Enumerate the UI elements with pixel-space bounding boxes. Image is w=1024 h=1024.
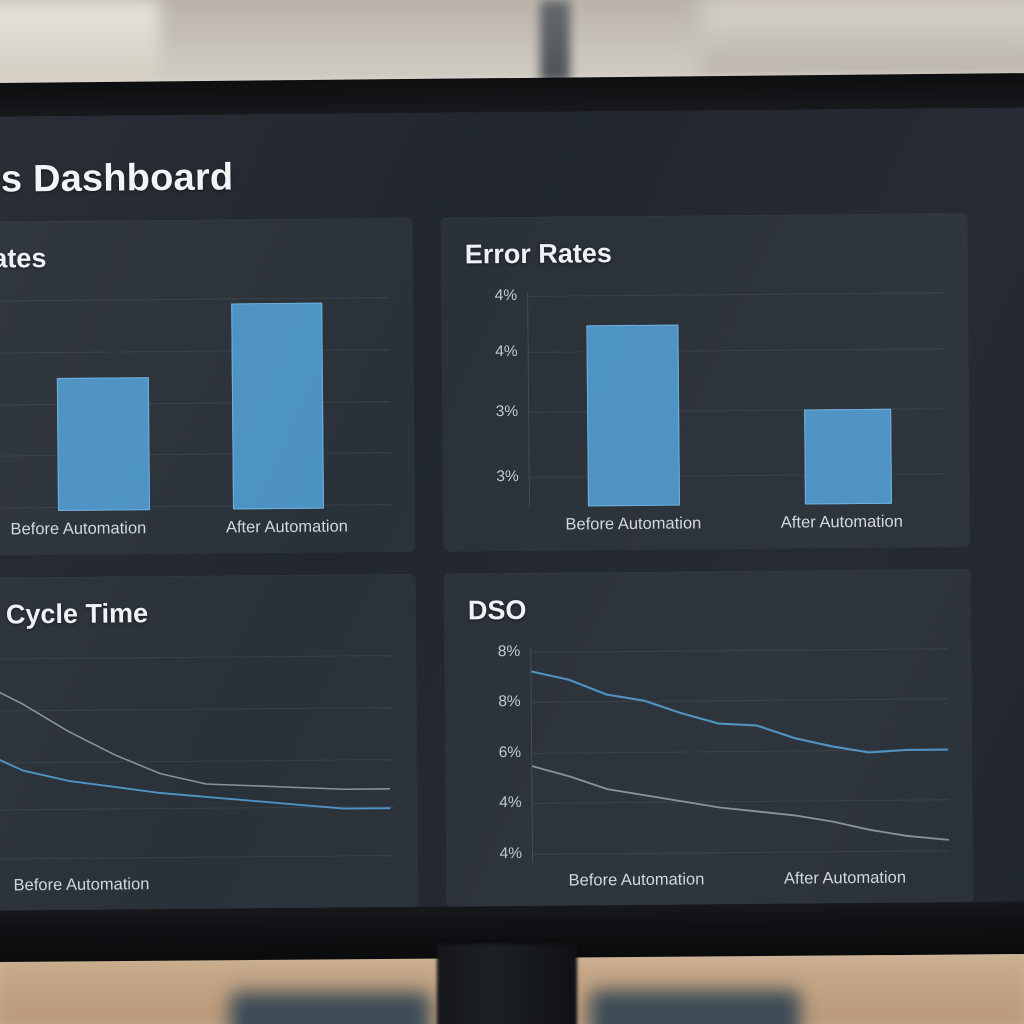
card-error-rates[interactable]: Error Rates 4% 4% 3% 3% — [440, 213, 971, 552]
plot-invoice-cycle-time: 00 00 00 00 0 — [0, 649, 395, 868]
bar-after-automation[interactable] — [803, 409, 892, 505]
y-tick: 4% — [495, 343, 518, 361]
background-chair-left — [230, 992, 430, 1024]
gridline — [528, 292, 945, 298]
dashboard-grid: Pick Rates 30 30 00 00 0 — [0, 213, 974, 911]
gridline — [0, 348, 390, 354]
bar-after-automation[interactable] — [231, 302, 325, 510]
plot-area-error-rates — [527, 288, 946, 507]
monitor-screen: nalytics Dashboard Pick Rates 30 30 00 0… — [0, 107, 1024, 911]
x-axis-dso: Before Automation After Automation — [532, 859, 949, 891]
y-tick: 3% — [496, 467, 519, 486]
monitor-stand-neck — [437, 944, 577, 1024]
plot-dso: 8% 8% 6% 4% 4% — [468, 643, 950, 864]
bar-before-automation[interactable] — [57, 376, 150, 511]
plot-area-pick-rates — [0, 293, 391, 512]
card-pick-rates[interactable]: Pick Rates 30 30 00 00 0 — [0, 217, 416, 557]
gridline — [0, 297, 390, 303]
line-series-dso — [531, 644, 949, 863]
y-tick: 4% — [499, 793, 522, 811]
background-window-left — [0, 0, 160, 95]
x-label-before: Before Automation — [13, 875, 150, 895]
plot-error-rates: 4% 4% 3% 3% — [465, 287, 946, 508]
card-dso[interactable]: DSO 8% 8% 6% 4% 4% — [443, 569, 974, 908]
y-axis-error-rates: 4% 4% 3% 3% — [465, 287, 529, 508]
x-label-after: After Automation — [225, 517, 348, 537]
x-label-before: Before Automation — [565, 514, 702, 534]
line-before-automation — [531, 668, 948, 755]
plot-area-dso — [530, 644, 950, 863]
line-after-automation — [0, 748, 389, 812]
y-tick: 8% — [498, 692, 521, 710]
x-axis-pick-rates: Before Automation After Automation — [0, 508, 391, 540]
background-chair-right — [590, 990, 800, 1024]
card-invoice-cycle-time[interactable]: nvoice Cycle Time 00 00 00 00 0 — [0, 573, 419, 911]
x-axis-invoice-cycle-time: Before Automation — [0, 864, 394, 896]
x-label-after: After Automation — [780, 512, 903, 532]
card-title-invoice-cycle-time: nvoice Cycle Time — [0, 598, 149, 630]
y-tick: 6% — [498, 744, 522, 762]
bar-before-automation[interactable] — [586, 324, 680, 507]
y-tick: 4% — [494, 287, 518, 305]
line-after-automation — [532, 762, 949, 843]
plot-pick-rates: 30 30 00 00 0 — [0, 293, 391, 512]
line-series-invoice-cycle-time — [0, 649, 394, 868]
x-label-before: Before Automation — [568, 870, 705, 890]
plot-area-invoice-cycle-time — [0, 649, 395, 868]
y-tick: 4% — [499, 845, 523, 863]
y-tick: 8% — [497, 643, 521, 661]
y-tick: 3% — [495, 403, 519, 421]
x-label-spacer — [186, 873, 395, 894]
card-title-pick-rates: Pick Rates — [0, 243, 47, 274]
card-title-error-rates: Error Rates — [464, 238, 612, 270]
card-title-dso: DSO — [467, 594, 527, 626]
line-before-automation — [0, 679, 389, 792]
x-axis-error-rates: Before Automation After Automation — [529, 503, 946, 535]
page-title: nalytics Dashboard — [0, 156, 234, 202]
x-label-before: Before Automation — [10, 519, 147, 539]
x-label-after: After Automation — [783, 868, 907, 888]
background-window-right — [700, 0, 1024, 80]
y-axis-dso: 8% 8% 6% 4% 4% — [468, 643, 532, 864]
